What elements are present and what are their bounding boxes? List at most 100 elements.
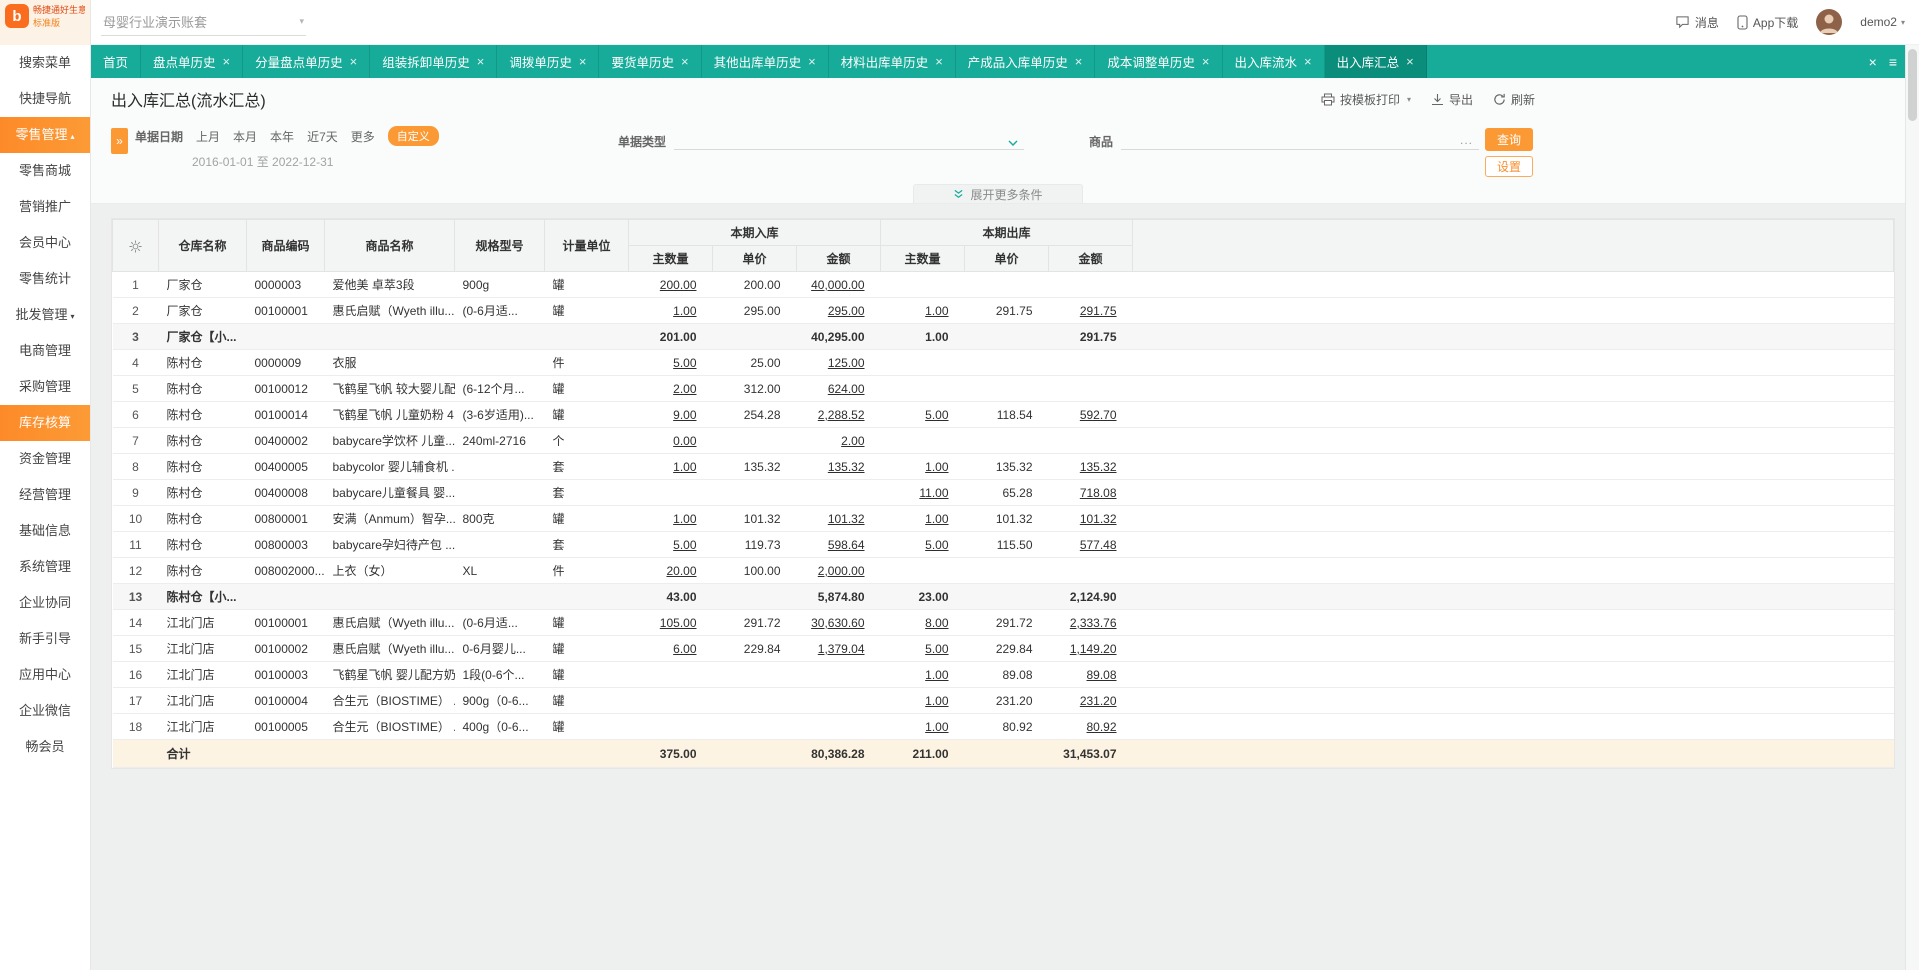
drilldown-link[interactable]: 5.00 xyxy=(673,355,697,370)
tab-首页[interactable]: 首页 xyxy=(91,45,142,78)
tab-出入库汇总[interactable]: 出入库汇总 × xyxy=(1324,45,1427,78)
sidebar-item-批发管理[interactable]: 批发管理 ▾ xyxy=(0,297,90,333)
sidebar-item-快捷导航[interactable]: 快捷导航 xyxy=(0,81,90,117)
sidebar-item-零售管理[interactable]: 零售管理 ▴ xyxy=(0,117,90,153)
sidebar-item-营销推广[interactable]: 营销推广 xyxy=(0,189,90,225)
settings-button[interactable]: 设置 xyxy=(1485,156,1533,177)
export-button[interactable]: 导出 xyxy=(1431,91,1473,108)
tab-list-icon[interactable]: ≡ xyxy=(1888,53,1897,70)
drilldown-link[interactable]: 2.00 xyxy=(841,433,865,448)
tab-出入库流水[interactable]: 出入库流水 × xyxy=(1223,45,1325,78)
product-input[interactable]: ... xyxy=(1121,130,1480,150)
refresh-button[interactable]: 刷新 xyxy=(1493,91,1535,108)
doc-type-select[interactable] xyxy=(674,130,1025,150)
tab-盘点单历史[interactable]: 盘点单历史 × xyxy=(141,45,244,78)
drilldown-link[interactable]: 2,000.00 xyxy=(817,563,865,578)
sidebar-item-系统管理[interactable]: 系统管理 xyxy=(0,549,90,585)
custom-date-badge[interactable]: 自定义 xyxy=(387,126,439,146)
drilldown-link[interactable]: 1.00 xyxy=(925,719,949,734)
drilldown-link[interactable]: 1.00 xyxy=(673,303,697,318)
drilldown-link[interactable]: 1,149.20 xyxy=(1069,641,1117,656)
drilldown-link[interactable]: 40,000.00 xyxy=(811,277,865,292)
date-option-本月[interactable]: 本月 xyxy=(233,129,258,144)
tab-产成品入库单历史[interactable]: 产成品入库单历史 × xyxy=(956,45,1096,78)
drilldown-link[interactable]: 89.08 xyxy=(1086,667,1117,682)
sidebar-item-畅会员[interactable]: 畅会员 xyxy=(0,729,90,765)
drilldown-link[interactable]: 105.00 xyxy=(659,615,697,630)
drilldown-link[interactable]: 5.00 xyxy=(925,641,949,656)
product-picker-ellipsis[interactable]: ... xyxy=(1460,133,1474,147)
drilldown-link[interactable]: 125.00 xyxy=(827,355,865,370)
expand-more-conditions[interactable]: 展开更多条件 xyxy=(913,184,1083,203)
tab-close-icon[interactable]: × xyxy=(935,54,943,69)
sidebar-item-应用中心[interactable]: 应用中心 xyxy=(0,657,90,693)
drilldown-link[interactable]: 5.00 xyxy=(925,537,949,552)
sidebar-item-零售统计[interactable]: 零售统计 xyxy=(0,261,90,297)
drilldown-link[interactable]: 101.32 xyxy=(1079,511,1117,526)
sidebar-item-库存核算[interactable]: 库存核算 xyxy=(0,405,90,441)
drilldown-link[interactable]: 6.00 xyxy=(673,641,697,656)
drilldown-link[interactable]: 1.00 xyxy=(925,511,949,526)
drilldown-link[interactable]: 2,288.52 xyxy=(817,407,865,422)
tab-调拨单历史[interactable]: 调拨单历史 × xyxy=(497,45,600,78)
drilldown-link[interactable]: 2,333.76 xyxy=(1069,615,1117,630)
drilldown-link[interactable]: 5.00 xyxy=(673,537,697,552)
tab-close-icon[interactable]: × xyxy=(476,54,485,69)
drilldown-link[interactable]: 8.00 xyxy=(925,615,949,630)
column-settings-header[interactable] xyxy=(112,219,159,272)
drilldown-link[interactable]: 2.00 xyxy=(673,381,697,396)
tab-close-icon[interactable]: × xyxy=(808,54,816,69)
drilldown-link[interactable]: 135.32 xyxy=(1079,459,1117,474)
print-by-template-button[interactable]: 按模板打印 ▾ xyxy=(1321,91,1411,108)
tab-close-icon[interactable]: × xyxy=(1304,54,1312,69)
drilldown-link[interactable]: 200.00 xyxy=(659,277,697,292)
tab-close-icon[interactable]: × xyxy=(349,54,358,69)
drilldown-link[interactable]: 1,379.04 xyxy=(817,641,865,656)
drilldown-link[interactable]: 1.00 xyxy=(673,511,697,526)
drilldown-link[interactable]: 624.00 xyxy=(827,381,865,396)
tab-要货单历史[interactable]: 要货单历史 × xyxy=(599,45,702,78)
query-button[interactable]: 查询 xyxy=(1485,128,1533,151)
drilldown-link[interactable]: 1.00 xyxy=(925,693,949,708)
app-download-button[interactable]: App下载 xyxy=(1737,14,1798,31)
tab-组装拆卸单历史[interactable]: 组装拆卸单历史 × xyxy=(370,45,498,78)
drilldown-link[interactable]: 135.32 xyxy=(827,459,865,474)
tab-成本调整单历史[interactable]: 成本调整单历史 × xyxy=(1095,45,1223,78)
drilldown-link[interactable]: 592.70 xyxy=(1079,407,1117,422)
drilldown-link[interactable]: 1.00 xyxy=(673,459,697,474)
sidebar-item-企业协同[interactable]: 企业协同 xyxy=(0,585,90,621)
sidebar-item-经营管理[interactable]: 经营管理 xyxy=(0,477,90,513)
user-avatar[interactable] xyxy=(1816,9,1843,35)
collapse-filter-button[interactable]: » xyxy=(111,128,128,154)
sidebar-item-会员中心[interactable]: 会员中心 xyxy=(0,225,90,261)
drilldown-link[interactable]: 80.92 xyxy=(1086,719,1117,734)
user-menu[interactable]: demo2 ▾ xyxy=(1860,15,1905,29)
sidebar-item-企业微信[interactable]: 企业微信 xyxy=(0,693,90,729)
drilldown-link[interactable]: 11.00 xyxy=(919,485,949,500)
messages-button[interactable]: 消息 xyxy=(1675,14,1719,31)
scrollbar-thumb[interactable] xyxy=(1908,49,1917,121)
sidebar-item-电商管理[interactable]: 电商管理 xyxy=(0,333,90,369)
account-set-dropdown[interactable]: 母婴行业演示账套 ▾ xyxy=(101,8,306,36)
drilldown-link[interactable]: 598.64 xyxy=(827,537,865,552)
tab-close-icon[interactable]: × xyxy=(1074,54,1083,69)
tab-close-icon[interactable]: × xyxy=(578,54,587,69)
tab-close-icon[interactable]: × xyxy=(1201,54,1210,69)
tab-其他出库单历史[interactable]: 其他出库单历史 × xyxy=(702,45,829,78)
drilldown-link[interactable]: 291.75 xyxy=(1079,303,1117,318)
sidebar-item-资金管理[interactable]: 资金管理 xyxy=(0,441,90,477)
tab-close-icon[interactable]: × xyxy=(680,54,689,69)
tab-close-icon[interactable]: × xyxy=(1406,54,1414,69)
sidebar-item-零售商城[interactable]: 零售商城 xyxy=(0,153,90,189)
drilldown-link[interactable]: 0.00 xyxy=(673,433,697,448)
sidebar-item-采购管理[interactable]: 采购管理 xyxy=(0,369,90,405)
sidebar-item-基础信息[interactable]: 基础信息 xyxy=(0,513,90,549)
drilldown-link[interactable]: 718.08 xyxy=(1079,485,1117,500)
tab-分量盘点单历史[interactable]: 分量盘点单历史 × xyxy=(243,45,371,78)
date-option-上月[interactable]: 上月 xyxy=(196,129,221,144)
drilldown-link[interactable]: 101.32 xyxy=(827,511,865,526)
vertical-scrollbar[interactable] xyxy=(1905,45,1919,970)
date-option-近7天[interactable]: 近7天 xyxy=(307,129,338,144)
close-all-tabs-icon[interactable]: × xyxy=(1868,53,1877,70)
drilldown-link[interactable]: 9.00 xyxy=(673,407,697,422)
